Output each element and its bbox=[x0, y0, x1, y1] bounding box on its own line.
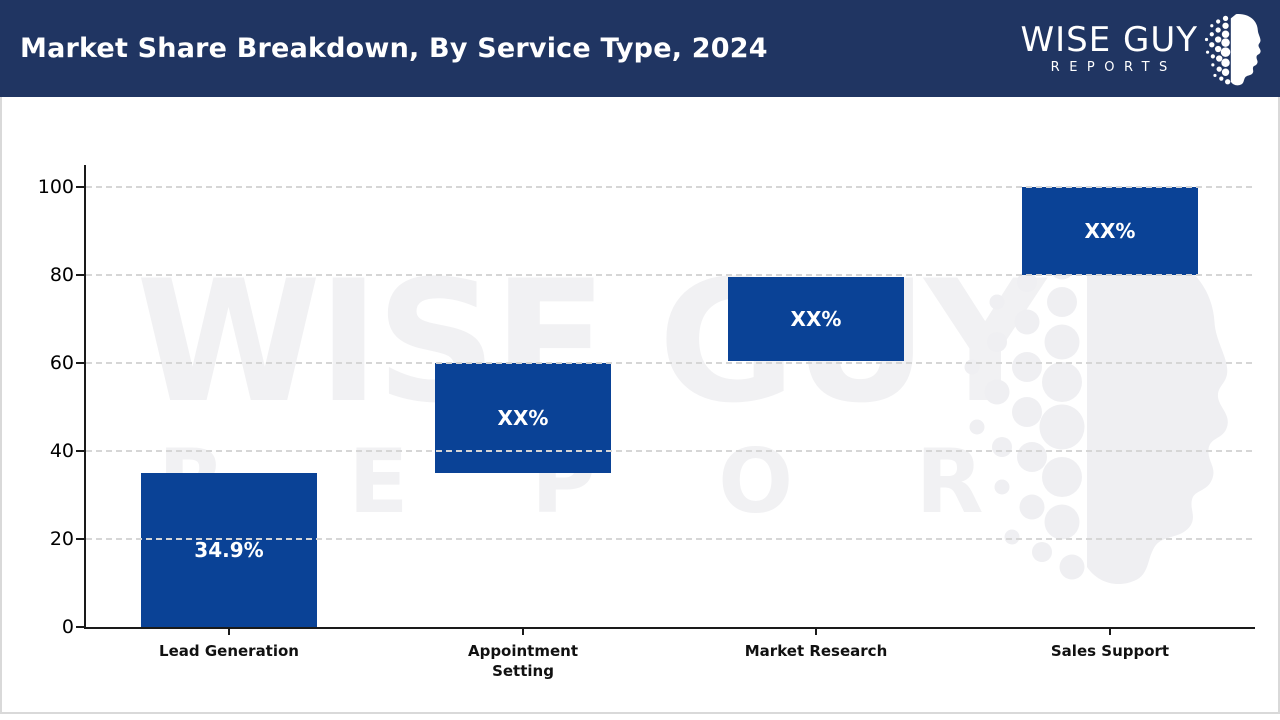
bar-sales-support bbox=[1022, 187, 1198, 275]
y-tick-label-20: 20 bbox=[49, 528, 74, 550]
brand-logo-text: WISE GUY REPORTS bbox=[1020, 23, 1198, 74]
x-tick-market-research bbox=[815, 629, 817, 635]
gridline-20 bbox=[86, 538, 1253, 540]
head-silhouette-icon bbox=[1204, 13, 1261, 85]
y-tick-label-0: 0 bbox=[61, 616, 74, 638]
brand-logo: WISE GUY REPORTS bbox=[1020, 12, 1280, 86]
watermark-head-silhouette-icon bbox=[964, 246, 1228, 585]
gridline-60 bbox=[86, 362, 1253, 364]
x-tick-appointment-setting bbox=[522, 629, 524, 635]
y-tick-0 bbox=[76, 626, 84, 628]
gridline-40 bbox=[86, 450, 1253, 452]
header-bar: Market Share Breakdown, By Service Type,… bbox=[0, 0, 1280, 97]
y-tick-80 bbox=[76, 274, 84, 276]
gridline-80 bbox=[86, 274, 1253, 276]
bar-value-label-sales-support: XX% bbox=[1084, 219, 1136, 243]
x-axis-line bbox=[84, 627, 1255, 629]
bar-value-label-appointment-setting: XX% bbox=[497, 406, 549, 431]
y-tick-label-100: 100 bbox=[37, 176, 74, 198]
bar-appointment-setting bbox=[435, 363, 611, 474]
x-category-label-market-research: Market Research bbox=[744, 642, 888, 660]
bar-lead-generation bbox=[141, 473, 317, 627]
bar-value-label-market-research: XX% bbox=[790, 307, 842, 331]
x-category-label-sales-support: Sales Support bbox=[1050, 642, 1170, 660]
page-title: Market Share Breakdown, By Service Type,… bbox=[20, 33, 768, 64]
bar-market-research bbox=[728, 277, 904, 361]
y-tick-40 bbox=[76, 450, 84, 452]
brand-name: WISE GUY bbox=[1020, 20, 1198, 60]
y-tick-label-60: 60 bbox=[49, 352, 74, 374]
x-tick-sales-support bbox=[1109, 629, 1111, 635]
gridline-100 bbox=[86, 186, 1253, 188]
x-tick-lead-generation bbox=[228, 629, 230, 635]
x-category-label-lead-generation: Lead Generation bbox=[159, 642, 299, 660]
y-tick-label-80: 80 bbox=[49, 264, 74, 286]
y-tick-20 bbox=[76, 538, 84, 540]
y-tick-label-40: 40 bbox=[49, 440, 74, 462]
x-category-label-appointment-setting: Appointment Setting bbox=[467, 642, 579, 681]
y-tick-100 bbox=[76, 186, 84, 188]
bar-value-label-lead-generation: 34.9% bbox=[194, 538, 264, 563]
y-tick-60 bbox=[76, 362, 84, 364]
y-axis-line bbox=[84, 165, 86, 629]
brand-subtitle: REPORTS bbox=[1050, 60, 1177, 75]
